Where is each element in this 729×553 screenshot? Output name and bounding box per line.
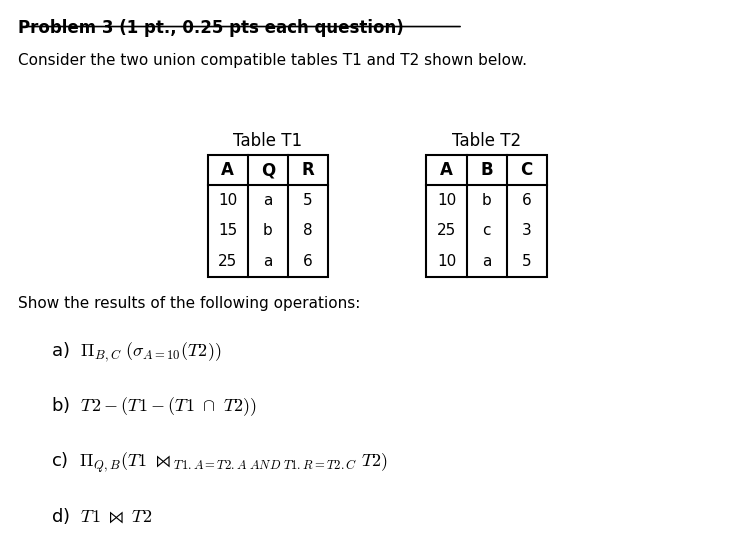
Text: 6: 6 [303,254,313,269]
Text: 15: 15 [218,223,238,238]
Text: b)  $T2 - (T1 - (T1\ \cap\ T2))$: b) $T2 - (T1 - (T1\ \cap\ T2))$ [51,395,257,418]
Text: Table T2: Table T2 [452,132,521,150]
Bar [426,155,547,276]
Text: 10: 10 [437,254,456,269]
Text: B: B [480,161,493,179]
Text: C: C [521,161,533,179]
Text: 25: 25 [218,254,238,269]
Text: Problem 3 (1 pt., 0.25 pts each question): Problem 3 (1 pt., 0.25 pts each question… [18,19,404,38]
Text: 10: 10 [218,193,238,208]
Text: c)  $\Pi_{Q,B}(T1\ \bowtie_{T1.A=T2.A\ AND\ T1.R=T2.C}\ T2)$: c) $\Pi_{Q,B}(T1\ \bowtie_{T1.A=T2.A\ AN… [51,451,389,475]
Text: a)  $\Pi_{B,C}\ (\sigma_{A=10}(T2))$: a) $\Pi_{B,C}\ (\sigma_{A=10}(T2))$ [51,340,222,364]
Text: 10: 10 [437,193,456,208]
Text: 5: 5 [522,254,531,269]
Text: a: a [263,254,273,269]
Text: a: a [482,254,491,269]
Text: Table T1: Table T1 [233,132,303,150]
Text: R: R [302,161,314,179]
Text: A: A [440,161,453,179]
Text: 25: 25 [437,223,456,238]
Text: d)  $T1\ \bowtie\ T2$: d) $T1\ \bowtie\ T2$ [51,506,152,526]
Text: Q: Q [261,161,275,179]
Text: a: a [263,193,273,208]
Text: c: c [483,223,491,238]
Text: A: A [222,161,234,179]
Text: Show the results of the following operations:: Show the results of the following operat… [18,296,361,311]
Text: 6: 6 [522,193,531,208]
Text: b: b [263,223,273,238]
Bar [208,155,328,276]
Text: 5: 5 [303,193,313,208]
Text: 3: 3 [522,223,531,238]
Text: b: b [482,193,491,208]
Text: 8: 8 [303,223,313,238]
Text: Consider the two union compatible tables T1 and T2 shown below.: Consider the two union compatible tables… [18,53,527,67]
